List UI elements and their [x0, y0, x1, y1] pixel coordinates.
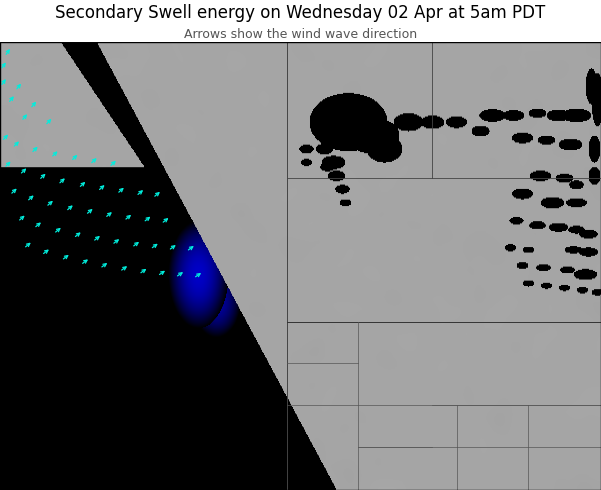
Text: Secondary Swell energy on Wednesday 02 Apr at 5am PDT: Secondary Swell energy on Wednesday 02 A… — [55, 4, 546, 23]
Text: Arrows show the wind wave direction: Arrows show the wind wave direction — [184, 28, 417, 42]
